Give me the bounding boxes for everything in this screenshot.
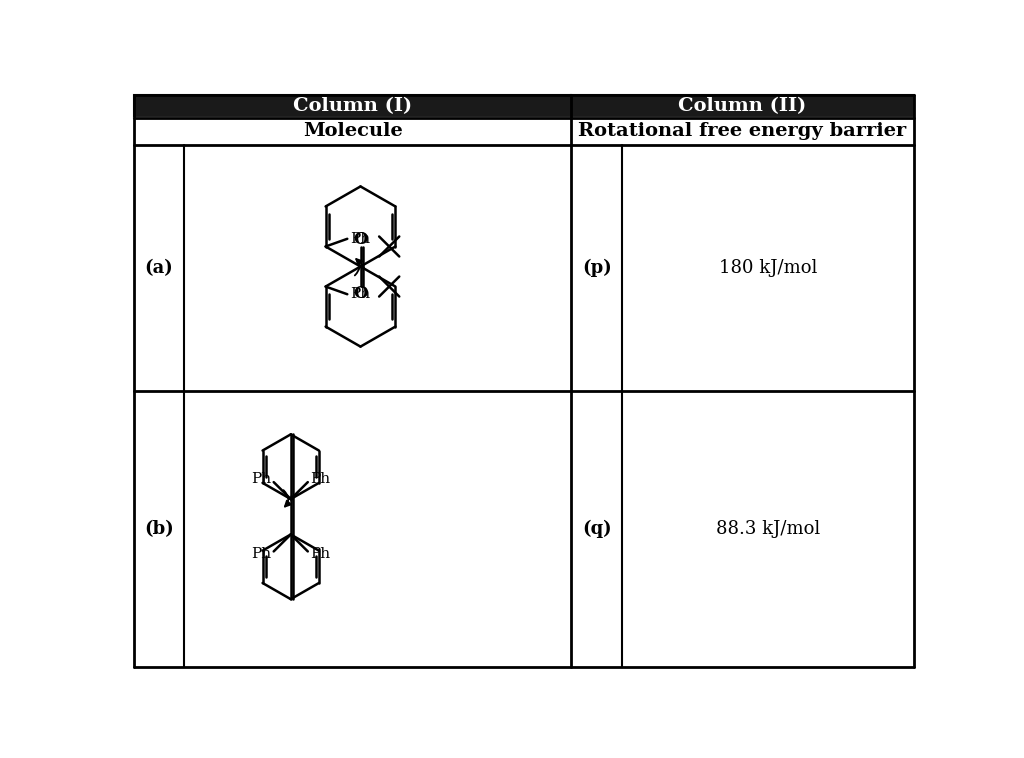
Text: (q): (q) [582,520,611,538]
Text: (a): (a) [144,259,173,277]
Text: Ph: Ph [350,287,371,301]
Text: Ph: Ph [350,232,371,246]
Bar [134,95,571,118]
Text: O: O [353,231,368,248]
Text: (b): (b) [144,520,174,538]
Text: Column (I): Column (I) [293,97,413,115]
Text: Ph: Ph [251,547,271,562]
Text: Molecule: Molecule [303,122,402,140]
Text: Rotational free energy barrier: Rotational free energy barrier [579,122,906,140]
Text: (p): (p) [582,259,611,277]
Bar [571,95,913,118]
Text: Column (II): Column (II) [679,97,807,115]
Text: Ph: Ph [310,472,331,486]
Text: Ph: Ph [251,472,271,486]
Bar [134,118,913,145]
Bar [134,145,913,391]
Text: 88.3 kJ/mol: 88.3 kJ/mol [716,520,820,538]
Text: O: O [353,285,368,302]
Bar [134,391,913,667]
Text: Ph: Ph [310,547,331,562]
Text: 180 kJ/mol: 180 kJ/mol [719,259,817,277]
